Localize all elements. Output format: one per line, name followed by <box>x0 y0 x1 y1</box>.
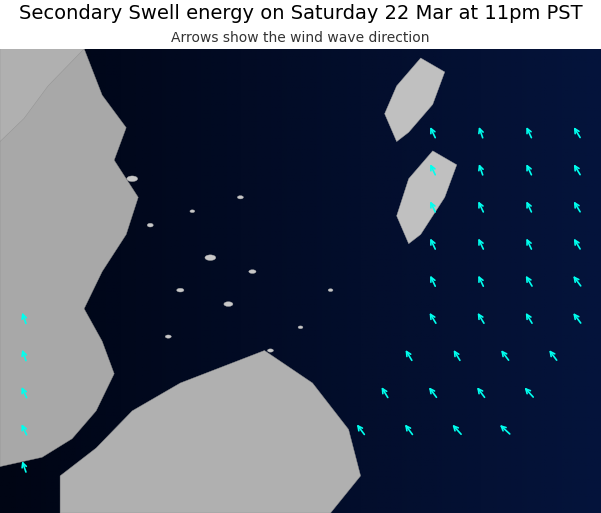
Ellipse shape <box>298 326 303 329</box>
Polygon shape <box>385 58 445 142</box>
Polygon shape <box>0 49 84 142</box>
Polygon shape <box>0 49 138 467</box>
Polygon shape <box>60 350 361 513</box>
Ellipse shape <box>328 289 333 291</box>
Ellipse shape <box>205 255 216 261</box>
Text: Arrows show the wind wave direction: Arrows show the wind wave direction <box>171 31 430 45</box>
Ellipse shape <box>147 223 153 227</box>
Ellipse shape <box>237 195 243 199</box>
Polygon shape <box>397 151 457 244</box>
Ellipse shape <box>127 176 138 182</box>
Text: Secondary Swell energy on Saturday 22 Mar at 11pm PST: Secondary Swell energy on Saturday 22 Ma… <box>19 4 582 23</box>
Ellipse shape <box>190 210 195 212</box>
Ellipse shape <box>249 270 256 273</box>
Ellipse shape <box>165 335 171 338</box>
Ellipse shape <box>267 349 273 352</box>
Ellipse shape <box>177 288 184 292</box>
Ellipse shape <box>224 302 233 306</box>
